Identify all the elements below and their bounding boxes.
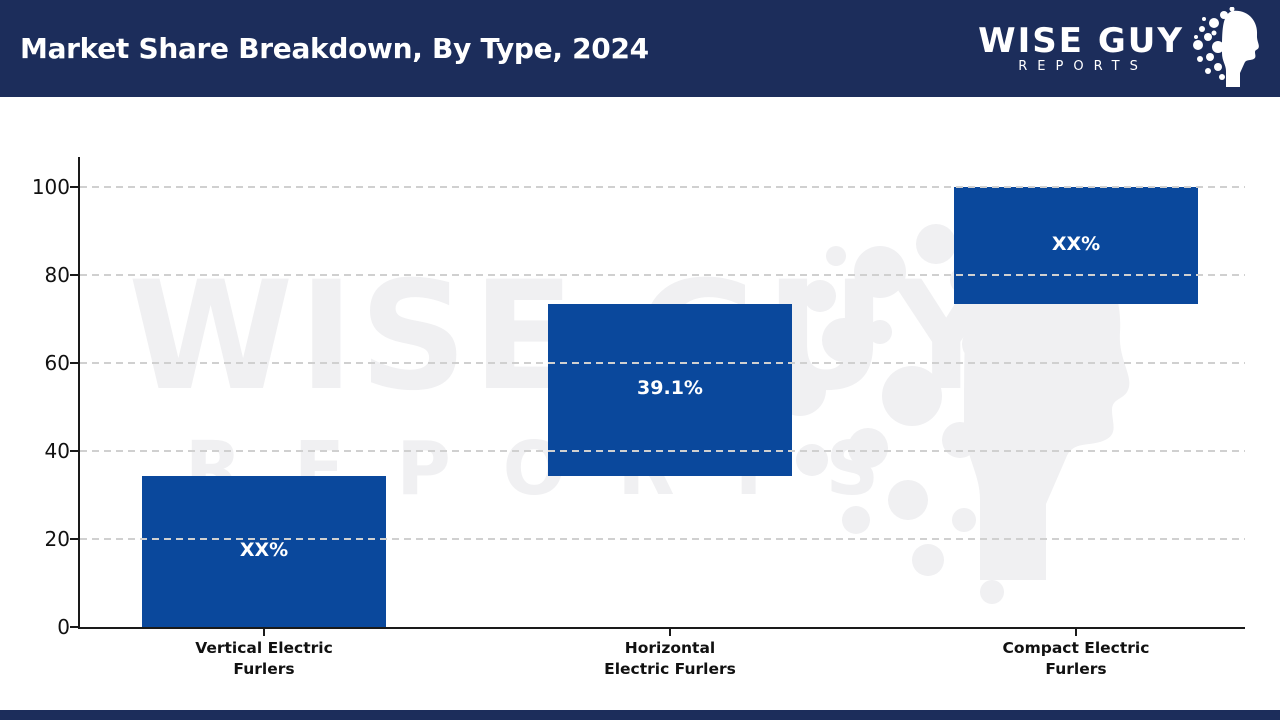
gridline <box>80 538 1245 540</box>
y-tick-label: 40 <box>44 439 70 463</box>
logo-head-icon <box>1188 6 1262 91</box>
gridline <box>80 274 1245 276</box>
y-tick-label: 100 <box>31 175 70 199</box>
logo-wordmark: WISE GUY REPORTS <box>978 23 1184 75</box>
x-axis <box>78 627 1245 629</box>
y-tick-mark <box>70 186 78 188</box>
x-category-label: Horizontal Electric Furlers <box>604 639 736 678</box>
footer-bar <box>0 710 1280 720</box>
y-tick-label: 80 <box>44 263 70 287</box>
bar-value-label: XX% <box>1051 232 1101 255</box>
bar-value-label: XX% <box>239 538 289 561</box>
y-tick-label: 20 <box>44 527 70 551</box>
x-category-label: Compact Electric Furlers <box>1002 639 1150 678</box>
y-tick-mark <box>70 450 78 452</box>
brand-logo: WISE GUY REPORTS <box>978 6 1280 91</box>
y-tick-label: 0 <box>57 615 70 639</box>
page-title: Market Share Breakdown, By Type, 2024 <box>20 32 649 65</box>
y-tick-mark <box>70 274 78 276</box>
x-category-label: Vertical Electric Furlers <box>195 639 333 678</box>
y-tick-mark <box>70 538 78 540</box>
bar-value-label: 39.1% <box>637 377 703 400</box>
x-tick-mark <box>1075 629 1077 636</box>
x-tick-mark <box>669 629 671 636</box>
gridline <box>80 186 1245 188</box>
x-tick-mark <box>263 629 265 636</box>
gridline <box>80 450 1245 452</box>
watermark-head-icon <box>740 200 1180 634</box>
bar-segment <box>548 304 792 477</box>
logo-brand-name: WISE GUY <box>978 20 1184 61</box>
y-tick-mark <box>70 362 78 364</box>
bar-segment <box>954 187 1198 305</box>
logo-brand-sub: REPORTS <box>1018 58 1148 74</box>
y-axis <box>78 157 80 629</box>
y-tick-label: 60 <box>44 351 70 375</box>
header-bar: Market Share Breakdown, By Type, 2024 WI… <box>0 0 1280 97</box>
y-tick-mark <box>70 626 78 628</box>
bar-segment <box>142 476 386 627</box>
gridline <box>80 362 1245 364</box>
